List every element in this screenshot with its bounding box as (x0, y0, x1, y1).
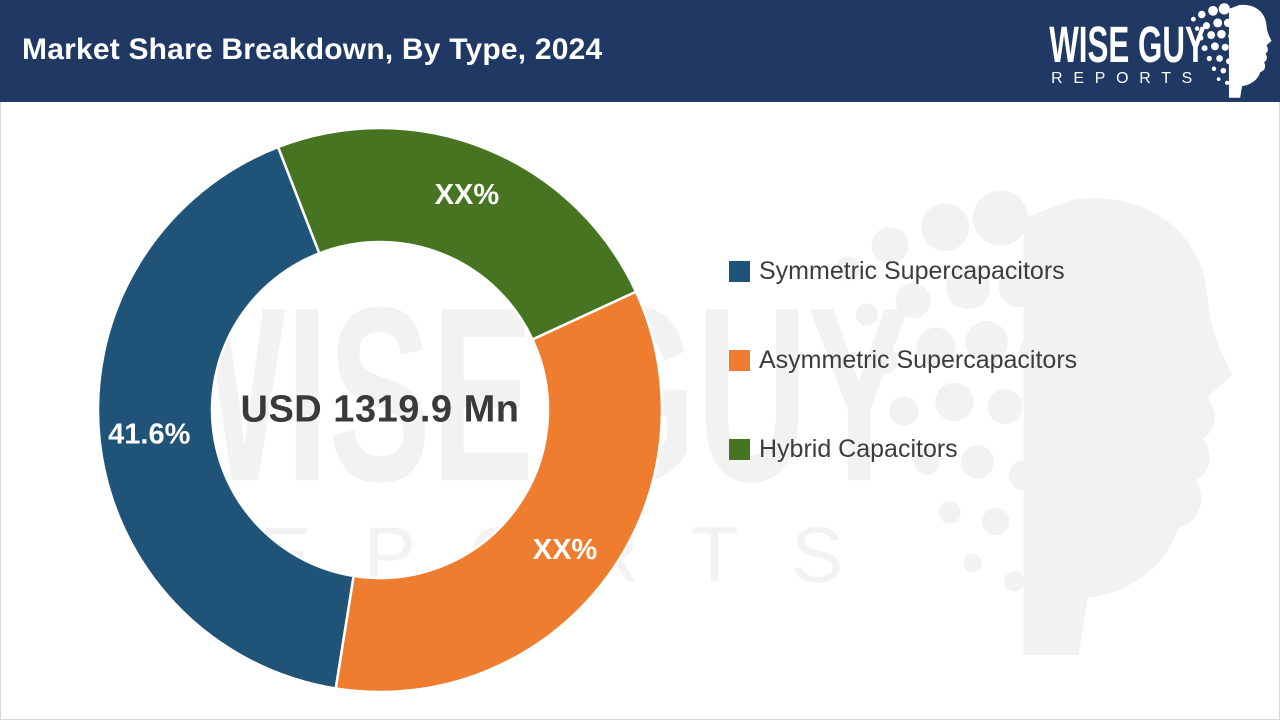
legend-item-symmetric-supercapacitors: Symmetric Supercapacitors (729, 256, 1077, 286)
page-title: Market Share Breakdown, By Type, 2024 (22, 33, 603, 66)
donut-segment-asymmetric-supercapacitors (334, 290, 664, 694)
watermark-face-profile-icon (1023, 198, 1233, 655)
legend-label: Asymmetric Supercapacitors (759, 345, 1078, 374)
wise-guy-reports-logo: WISE GUY REPORTS (1049, 3, 1272, 98)
legend-label: Symmetric Supercapacitors (759, 256, 1065, 285)
legend-swatch-icon (729, 438, 750, 460)
segment-value-label: XX% (435, 179, 500, 211)
chart-legend: Symmetric Supercapacitors Asymmetric Supe… (729, 256, 1077, 523)
legend-label: Hybrid Capacitors (759, 434, 958, 463)
legend-swatch-icon (729, 260, 750, 282)
segment-value-label: 41.6% (108, 419, 190, 451)
donut-segment-symmetric-supercapacitors (96, 145, 355, 690)
logo-brand-text: WISE GUY (1049, 17, 1206, 73)
legend-swatch-icon (729, 349, 750, 371)
donut-segment-hybrid-capacitors (276, 126, 638, 341)
face-profile-icon (1228, 4, 1272, 98)
donut-chart: XX% XX% 41.6% (96, 126, 664, 694)
segment-value-label: XX% (533, 534, 598, 566)
logo-reports-text: REPORTS (1051, 70, 1203, 87)
legend-item-asymmetric-supercapacitors: Asymmetric Supercapacitors (729, 345, 1077, 375)
header-bar: Market Share Breakdown, By Type, 2024 WI… (0, 0, 1280, 102)
chart-center-value: USD 1319.9 Mn (240, 388, 520, 431)
legend-item-hybrid-capacitors: Hybrid Capacitors (729, 434, 1077, 464)
